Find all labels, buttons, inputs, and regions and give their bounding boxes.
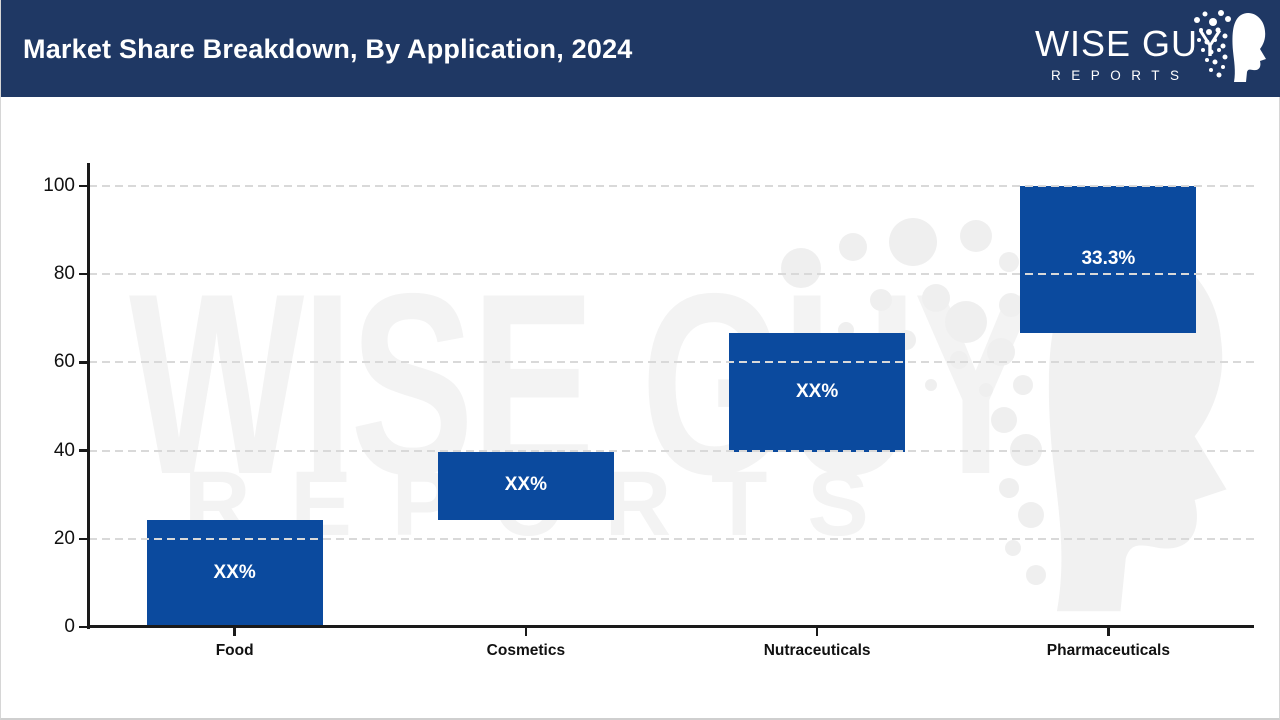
y-tick-label: 20 bbox=[53, 527, 75, 549]
logo-wordmark: WISE GUY bbox=[1035, 23, 1223, 64]
y-tick-label: 100 bbox=[43, 175, 75, 196]
head-profile-icon bbox=[1232, 12, 1266, 83]
dots-pattern-watermark bbox=[781, 218, 1046, 585]
header-bar: Market Share Breakdown, By Application, … bbox=[1, 0, 1280, 97]
gridline-60 bbox=[89, 361, 1254, 364]
y-tick-label: 0 bbox=[64, 616, 75, 637]
bar-nutraceuticals bbox=[729, 333, 906, 453]
logo-subtext: REPORTS bbox=[1051, 68, 1190, 83]
bar-value-label-cosmetics: XX% bbox=[504, 474, 547, 496]
bar-value-label-nutraceuticals: XX% bbox=[796, 380, 839, 402]
bar-pharmaceuticals bbox=[1020, 186, 1197, 334]
dots-pattern bbox=[1194, 10, 1231, 78]
x-category-label-nutraceuticals: Nutraceuticals bbox=[763, 642, 871, 659]
bar-cosmetics bbox=[437, 452, 614, 521]
page-title: Market Share Breakdown, By Application, … bbox=[23, 34, 633, 64]
gridline-40 bbox=[89, 449, 1254, 452]
y-tick-mark bbox=[79, 625, 88, 629]
x-axis-spine bbox=[87, 625, 1254, 628]
y-tick-label: 40 bbox=[53, 439, 75, 461]
y-tick-mark bbox=[79, 361, 88, 364]
y-tick-label: 80 bbox=[53, 263, 75, 285]
chart-plot-area: 0 20 40 60 80 100 XX% Food XX% Cosmetics XX% Nutrac… bbox=[1, 97, 1280, 720]
wiseguy-logo: WISE GUY REPORTS bbox=[1035, 10, 1266, 83]
x-category-label-cosmetics: Cosmetics bbox=[486, 642, 566, 659]
gridline-100 bbox=[89, 185, 1254, 187]
x-tick-mark bbox=[524, 627, 528, 636]
x-tick-mark bbox=[233, 627, 236, 636]
y-tick-mark bbox=[79, 449, 88, 452]
gridline-20 bbox=[89, 537, 1254, 540]
x-category-label-pharmaceuticals: Pharmaceuticals bbox=[1046, 642, 1170, 659]
bar-value-label-food: XX% bbox=[213, 561, 256, 583]
y-tick-mark bbox=[79, 184, 88, 188]
y-axis-spine bbox=[87, 163, 90, 629]
y-tick-label: 60 bbox=[53, 351, 75, 373]
x-tick-mark bbox=[1107, 627, 1110, 636]
y-tick-mark bbox=[79, 272, 88, 276]
bar-value-label-pharmaceuticals: 33.3% bbox=[1081, 247, 1136, 269]
y-tick-mark bbox=[79, 537, 88, 541]
gridline-80 bbox=[89, 273, 1254, 276]
head-profile-watermark bbox=[1048, 245, 1227, 612]
x-tick-mark bbox=[815, 627, 819, 636]
x-category-label-food: Food bbox=[215, 642, 254, 659]
